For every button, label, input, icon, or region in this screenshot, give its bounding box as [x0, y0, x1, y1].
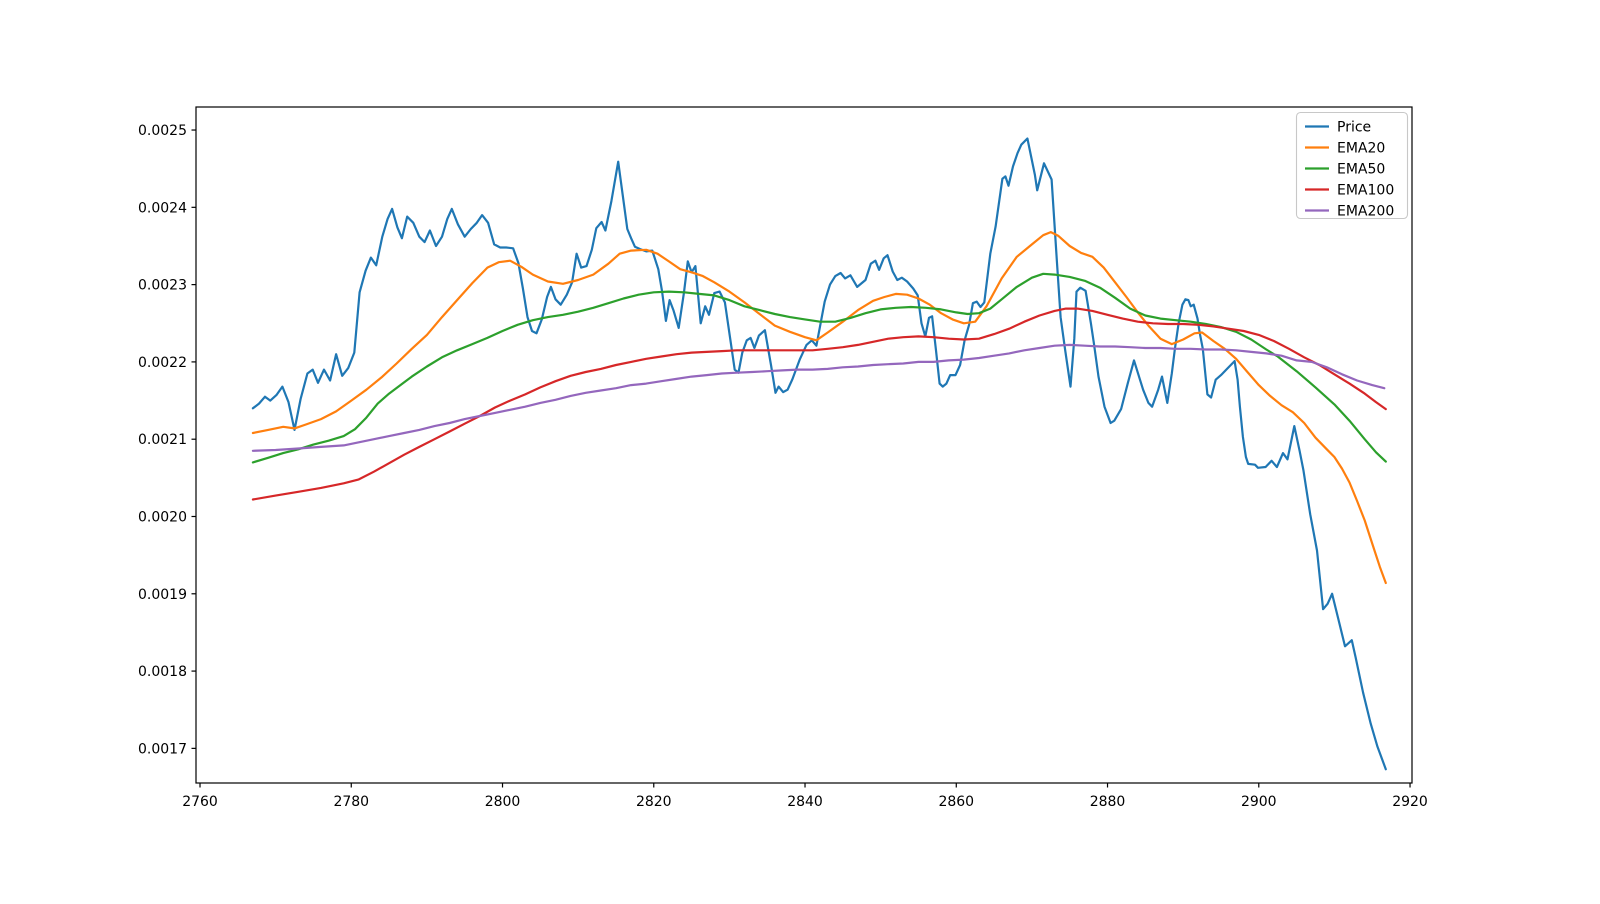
- series-line-ema20: [251, 231, 1387, 585]
- series-line-ema100: [251, 307, 1387, 501]
- x-tick-label: 2820: [636, 794, 672, 810]
- y-tick-label: 0.0019: [138, 587, 187, 603]
- x-tick-label: 2880: [1090, 794, 1126, 810]
- y-tick-label: 0.0017: [138, 741, 187, 757]
- x-tick-label: 2840: [787, 794, 823, 810]
- plot-series: [251, 137, 1387, 771]
- legend-frame: [1295, 111, 1409, 220]
- x-tick-label: 2760: [182, 794, 218, 810]
- x-tick-label: 2800: [485, 794, 521, 810]
- legend-label-ema200: EMA200: [1337, 204, 1394, 220]
- series-line-ema50: [251, 272, 1387, 464]
- legend: Price EMA20 EMA50 EMA100 EMA200: [1295, 111, 1409, 220]
- legend-label-price: Price: [1337, 120, 1371, 136]
- legend-label-ema100: EMA100: [1337, 183, 1394, 199]
- x-tick-label: 2900: [1241, 794, 1277, 810]
- series-line-ema200: [251, 343, 1386, 452]
- x-axis: 2760 2780 2800 2820 2840 2860 2880 2900 2920: [182, 783, 1428, 810]
- x-tick-label: 2920: [1392, 794, 1428, 810]
- y-tick-label: 0.0023: [138, 278, 187, 294]
- legend-label-ema20: EMA20: [1337, 141, 1385, 157]
- y-tick-label: 0.0021: [138, 432, 187, 448]
- x-tick-label: 2860: [938, 794, 974, 810]
- y-tick-label: 0.0020: [138, 509, 187, 525]
- y-axis: 0.0017 0.0018 0.0019 0.0020 0.0021 0.0022 0.00…: [138, 123, 196, 757]
- series-line-price: [251, 137, 1387, 771]
- y-tick-label: 0.0025: [138, 123, 187, 139]
- y-tick-label: 0.0018: [138, 664, 187, 680]
- legend-label-ema50: EMA50: [1337, 162, 1385, 178]
- x-tick-label: 2780: [333, 794, 369, 810]
- axes-spines: [195, 106, 1413, 784]
- y-tick-label: 0.0022: [138, 355, 187, 371]
- y-tick-label: 0.0024: [138, 200, 187, 216]
